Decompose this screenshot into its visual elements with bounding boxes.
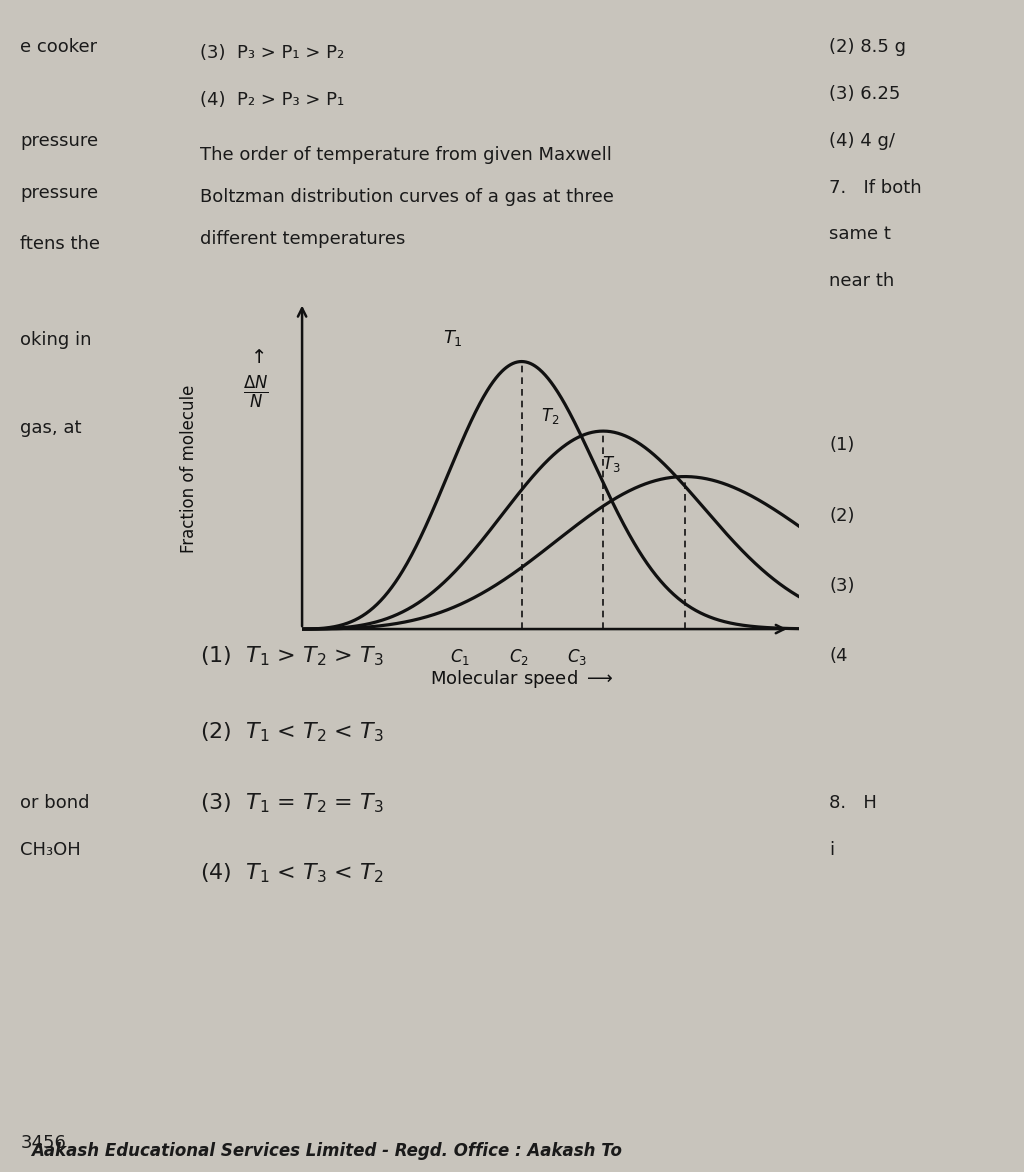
- Text: oking in: oking in: [20, 331, 92, 349]
- Text: same t: same t: [829, 225, 891, 244]
- Text: Fraction of molecule: Fraction of molecule: [180, 384, 199, 553]
- Text: 7.   If both: 7. If both: [829, 178, 922, 197]
- Text: (2): (2): [829, 506, 855, 525]
- Text: 8.   H: 8. H: [829, 793, 878, 812]
- Text: $C_3$: $C_3$: [567, 647, 588, 667]
- Text: $C_1$: $C_1$: [451, 647, 470, 667]
- Text: (3)  P₃ > P₁ > P₂: (3) P₃ > P₁ > P₂: [200, 43, 344, 62]
- Text: or bond: or bond: [20, 793, 90, 812]
- Text: (1): (1): [829, 436, 855, 455]
- Text: $T_3$: $T_3$: [602, 454, 621, 473]
- Text: near th: near th: [829, 272, 895, 291]
- Text: $T_2$: $T_2$: [542, 406, 560, 425]
- Text: pressure: pressure: [20, 131, 98, 150]
- Text: (3)  $T_1$ = $T_2$ = $T_3$: (3) $T_1$ = $T_2$ = $T_3$: [200, 791, 383, 815]
- Text: gas, at: gas, at: [20, 418, 82, 437]
- Text: e cooker: e cooker: [20, 38, 97, 56]
- Text: i: i: [829, 840, 835, 859]
- Text: $T_1$: $T_1$: [443, 328, 463, 348]
- Text: Boltzman distribution curves of a gas at three: Boltzman distribution curves of a gas at…: [200, 188, 613, 206]
- Text: (4: (4: [829, 647, 848, 666]
- Text: (4)  P₂ > P₃ > P₁: (4) P₂ > P₃ > P₁: [200, 90, 344, 109]
- Text: $C_2$: $C_2$: [509, 647, 528, 667]
- Text: (2)  $T_1$ < $T_2$ < $T_3$: (2) $T_1$ < $T_2$ < $T_3$: [200, 721, 383, 744]
- Text: (4)  $T_1$ < $T_3$ < $T_2$: (4) $T_1$ < $T_3$ < $T_2$: [200, 861, 383, 885]
- Text: different temperatures: different temperatures: [200, 230, 406, 248]
- Text: $\uparrow$: $\uparrow$: [247, 348, 265, 367]
- Text: Aakash Educational Services Limited - Regd. Office : Aakash To: Aakash Educational Services Limited - Re…: [31, 1142, 622, 1160]
- Text: 3456: 3456: [20, 1133, 67, 1152]
- Text: pressure: pressure: [20, 184, 98, 203]
- Text: The order of temperature from given Maxwell: The order of temperature from given Maxw…: [200, 145, 611, 164]
- Text: CH₃OH: CH₃OH: [20, 840, 81, 859]
- Text: (3) 6.25: (3) 6.25: [829, 84, 901, 103]
- Text: (4) 4 g/: (4) 4 g/: [829, 131, 895, 150]
- Text: (2) 8.5 g: (2) 8.5 g: [829, 38, 906, 56]
- Text: (1)  $T_1$ > $T_2$ > $T_3$: (1) $T_1$ > $T_2$ > $T_3$: [200, 645, 383, 668]
- Text: (3): (3): [829, 577, 855, 595]
- Text: Molecular speed $\longrightarrow$: Molecular speed $\longrightarrow$: [430, 668, 614, 690]
- Text: ftens the: ftens the: [20, 234, 100, 253]
- Text: $\frac{\Delta N}{N}$: $\frac{\Delta N}{N}$: [243, 374, 269, 411]
